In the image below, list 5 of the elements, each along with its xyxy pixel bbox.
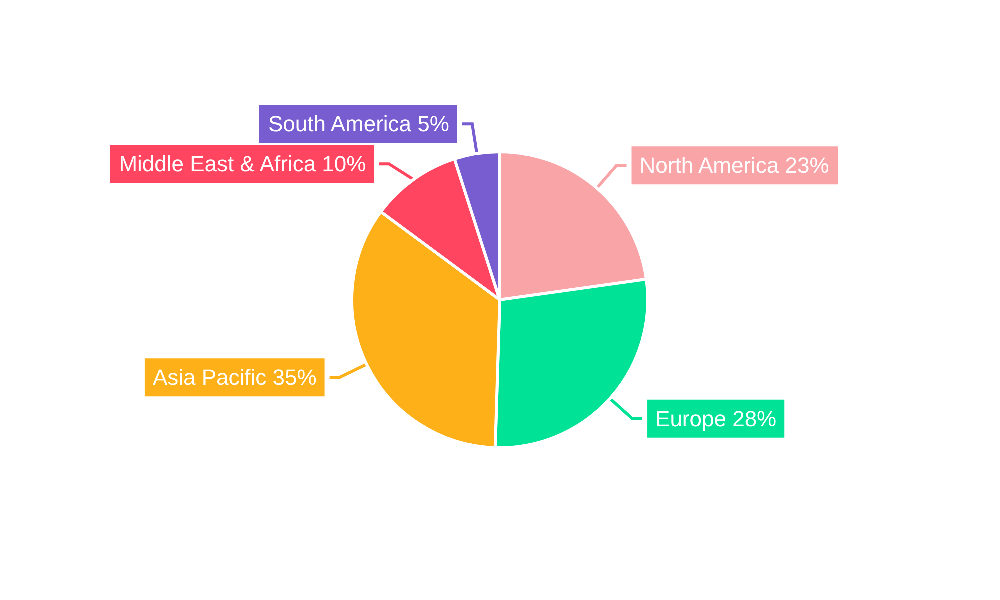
slice-label: Middle East & Africa 10% [119, 152, 366, 177]
slice-label: Europe 28% [656, 406, 777, 432]
slice-label: Asia Pacific 35% [152, 365, 317, 390]
slice-label: North America 23% [640, 153, 830, 178]
slice-label: South America 5% [268, 112, 450, 137]
